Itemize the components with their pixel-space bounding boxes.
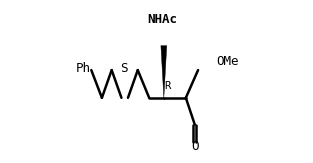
Text: OMe: OMe bbox=[216, 55, 239, 68]
Text: NHAc: NHAc bbox=[147, 13, 177, 26]
Text: R: R bbox=[164, 81, 170, 91]
Polygon shape bbox=[161, 46, 167, 98]
Text: S: S bbox=[120, 62, 128, 75]
Text: O: O bbox=[191, 140, 198, 153]
Text: Ph: Ph bbox=[76, 62, 91, 75]
